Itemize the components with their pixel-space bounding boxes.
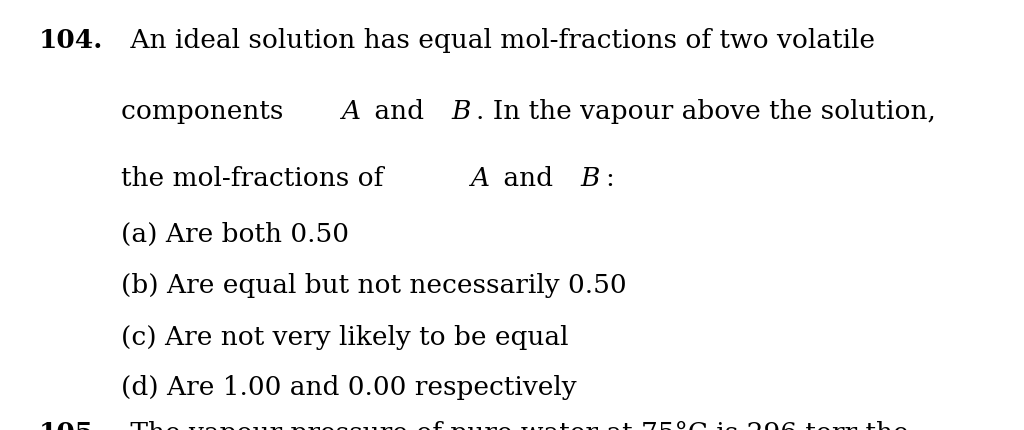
Text: 104.: 104. bbox=[39, 28, 103, 53]
Text: components: components bbox=[121, 99, 292, 124]
Text: and: and bbox=[366, 99, 432, 124]
Text: (a) Are both 0.50: (a) Are both 0.50 bbox=[121, 221, 349, 246]
Text: A: A bbox=[341, 99, 360, 124]
Text: 105.: 105. bbox=[39, 421, 103, 430]
Text: (b) Are equal but not necessarily 0.50: (b) Are equal but not necessarily 0.50 bbox=[121, 273, 627, 298]
Text: . In the vapour above the solution,: . In the vapour above the solution, bbox=[476, 99, 936, 124]
Text: :: : bbox=[605, 166, 614, 190]
Text: (c) Are not very likely to be equal: (c) Are not very likely to be equal bbox=[121, 325, 568, 350]
Text: The vapour pressure of pure water at 75°C is 296 torr the: The vapour pressure of pure water at 75°… bbox=[122, 421, 908, 430]
Text: the mol-fractions of: the mol-fractions of bbox=[121, 166, 391, 190]
Text: and: and bbox=[495, 166, 561, 190]
Text: (d) Are 1.00 and 0.00 respectively: (d) Are 1.00 and 0.00 respectively bbox=[121, 375, 577, 400]
Text: An ideal solution has equal mol-fractions of two volatile: An ideal solution has equal mol-fraction… bbox=[122, 28, 874, 53]
Text: B: B bbox=[581, 166, 600, 190]
Text: A: A bbox=[470, 166, 489, 190]
Text: B: B bbox=[452, 99, 471, 124]
